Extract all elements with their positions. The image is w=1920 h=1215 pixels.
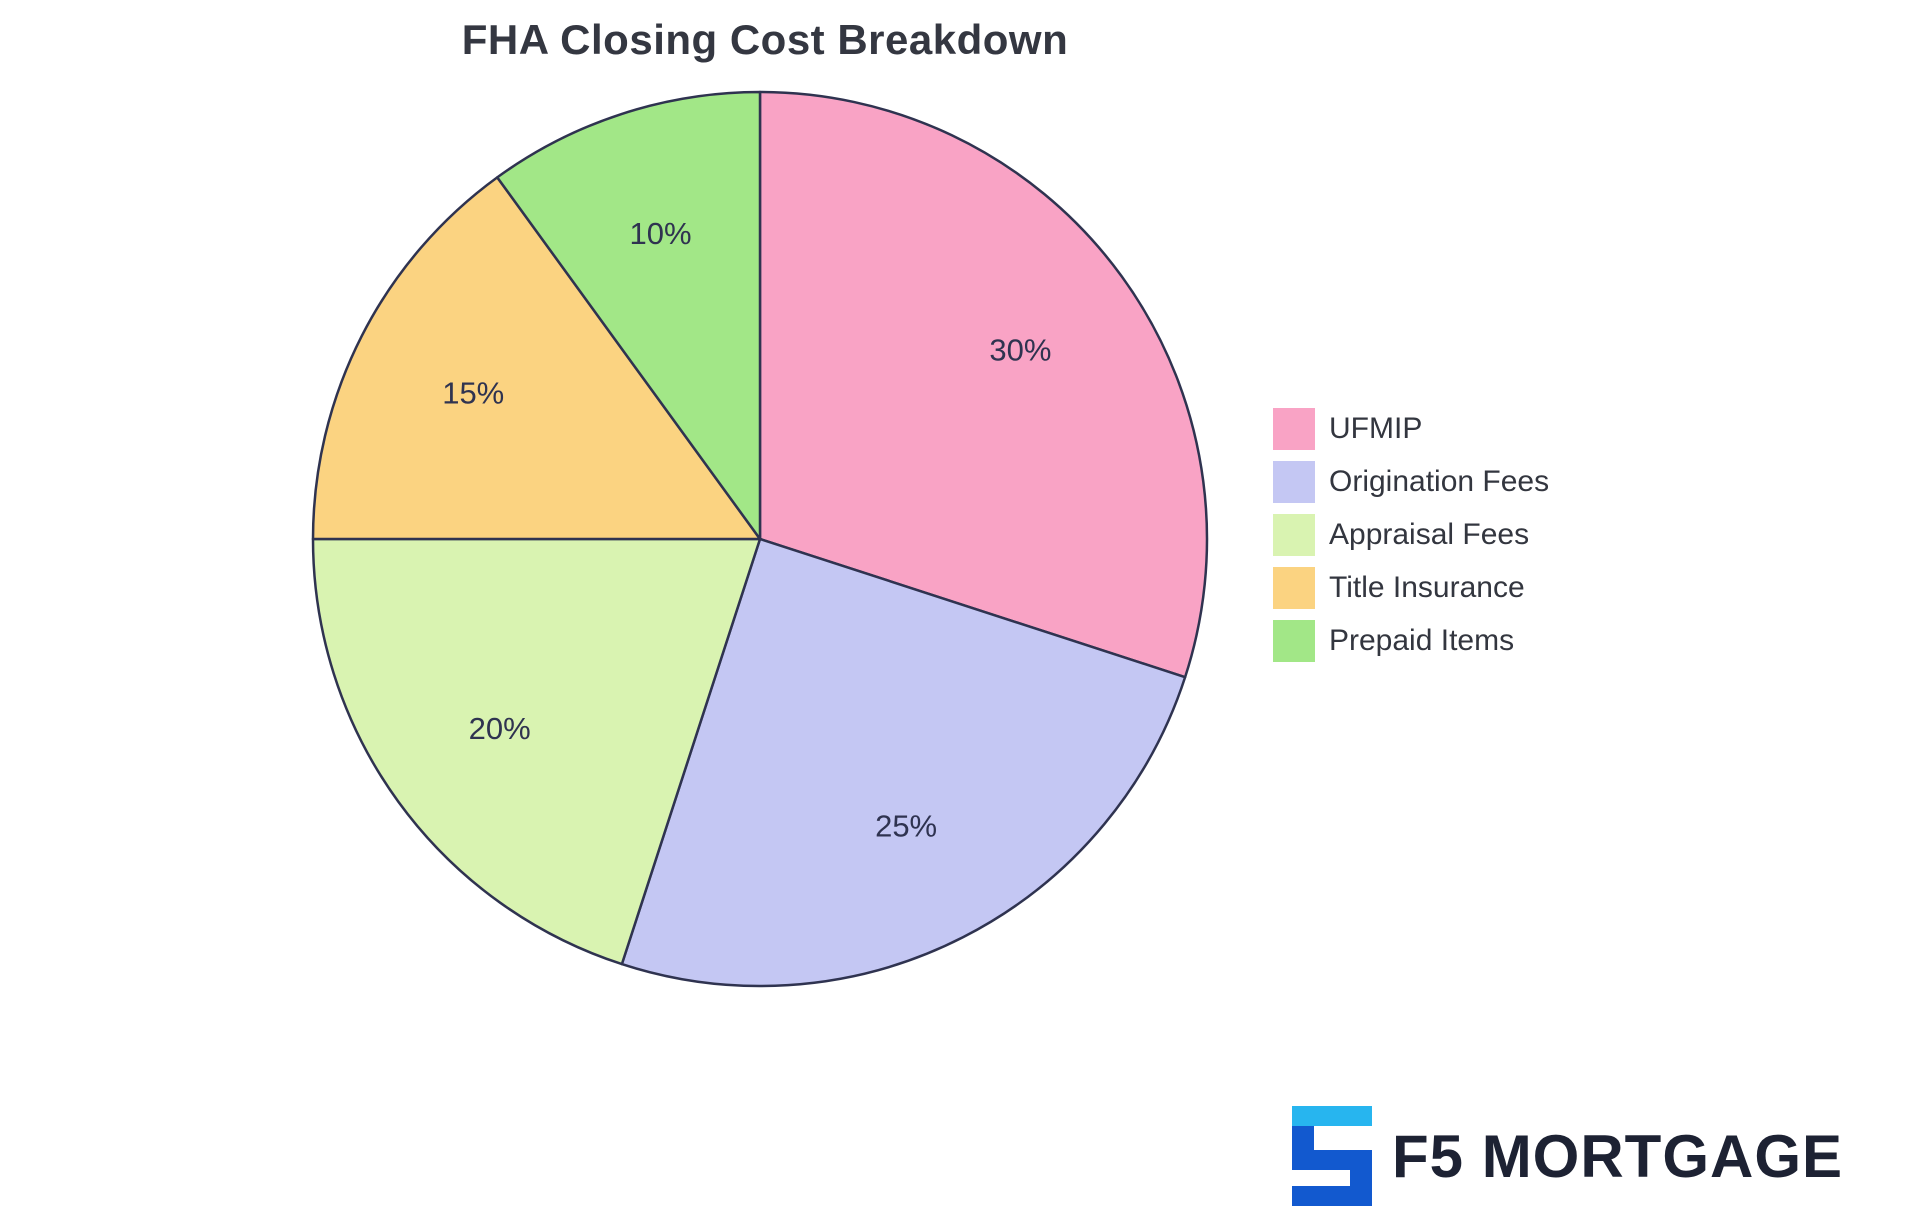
legend-item-appraisal-fees: Appraisal Fees	[1273, 514, 1549, 556]
legend-label: UFMIP	[1329, 412, 1423, 445]
pie-slice-ufmip	[758, 90, 1209, 679]
f5-logo-body	[1292, 1126, 1372, 1206]
legend-swatch-origination-fees	[1273, 461, 1315, 503]
slice-label-ufmip: 30%	[989, 333, 1051, 368]
legend-swatch-ufmip	[1273, 408, 1315, 450]
slice-label-title-insurance: 15%	[442, 376, 504, 411]
brand-name: F5 MORTGAGE	[1392, 1122, 1844, 1190]
pie-slice-prepaid-items	[496, 90, 762, 541]
pie-slice-title-insurance	[311, 176, 762, 541]
f5-logo-top-bar	[1292, 1106, 1372, 1126]
legend-label: Appraisal Fees	[1329, 518, 1530, 551]
slice-label-prepaid-items: 10%	[630, 216, 692, 251]
legend-swatch-appraisal-fees	[1273, 514, 1315, 556]
legend-label: Prepaid Items	[1329, 624, 1515, 657]
legend-item-title-insurance: Title Insurance	[1273, 567, 1549, 609]
slice-label-appraisal-fees: 20%	[469, 711, 531, 746]
legend-item-ufmip: UFMIP	[1273, 408, 1549, 450]
chart-title: FHA Closing Cost Breakdown	[461, 16, 1069, 63]
f5-logo-icon	[1292, 1106, 1372, 1206]
legend-swatch-title-insurance	[1273, 567, 1315, 609]
brand-lockup: F5 MORTGAGE	[1292, 1106, 1843, 1206]
legend-item-prepaid-items: Prepaid Items	[1273, 620, 1549, 662]
legend-label: Title Insurance	[1329, 571, 1525, 604]
legend: UFMIP Origination Fees Appraisal Fees Title…	[1273, 408, 1549, 662]
pie-slice-origination-fees	[620, 537, 1187, 988]
legend-swatch-prepaid-items	[1273, 620, 1315, 662]
legend-item-origination-fees: Origination Fees	[1273, 461, 1549, 503]
slice-label-origination-fees: 25%	[875, 809, 937, 844]
legend-label: Origination Fees	[1329, 465, 1550, 498]
pie-slice-appraisal-fees	[311, 537, 762, 966]
